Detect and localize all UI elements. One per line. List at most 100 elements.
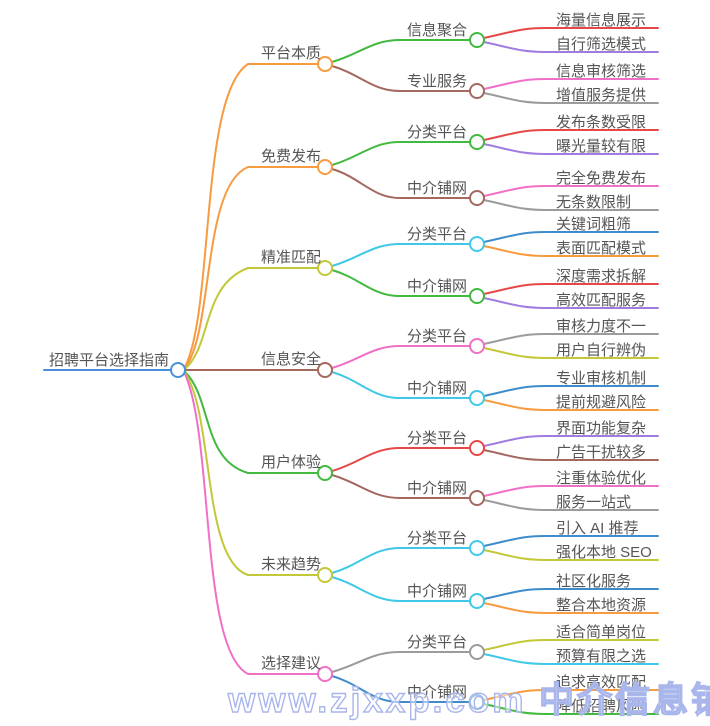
subnode-circle[interactable] bbox=[469, 288, 485, 304]
leaf-link bbox=[483, 185, 659, 197]
leaf-label[interactable]: 深度需求拆解 bbox=[556, 268, 646, 285]
subnode-circle[interactable] bbox=[469, 134, 485, 150]
leaf-label[interactable]: 表面匹配模式 bbox=[556, 240, 646, 257]
leaf-link bbox=[483, 27, 659, 39]
leaf-link bbox=[483, 653, 659, 665]
leaf-label[interactable]: 引入 AI 推荐 bbox=[556, 520, 639, 537]
branch-label[interactable]: 选择建议 bbox=[261, 655, 321, 672]
leaf-label[interactable]: 提前规避风险 bbox=[556, 394, 646, 411]
branch-link bbox=[184, 63, 319, 368]
branch-node-circle[interactable] bbox=[317, 465, 333, 481]
subnode-link bbox=[331, 547, 471, 574]
subnode-circle[interactable] bbox=[469, 440, 485, 456]
subnode-label[interactable]: 中介铺网 bbox=[407, 180, 467, 197]
branch-label[interactable]: 免费发布 bbox=[261, 148, 321, 165]
branch-node-circle[interactable] bbox=[317, 362, 333, 378]
subnode-link bbox=[331, 141, 471, 166]
leaf-label[interactable]: 高效匹配服务 bbox=[556, 292, 646, 309]
leaf-link bbox=[483, 78, 659, 90]
branch-node-circle[interactable] bbox=[317, 567, 333, 583]
branch-link bbox=[184, 267, 319, 370]
subnode-label[interactable]: 分类平台 bbox=[407, 530, 467, 547]
leaf-label[interactable]: 预算有限之选 bbox=[556, 647, 646, 665]
leaf-label[interactable]: 界面功能复杂 bbox=[556, 419, 646, 437]
subnode-circle[interactable] bbox=[469, 32, 485, 48]
subnode-label[interactable]: 中介铺网 bbox=[407, 583, 467, 600]
subnode-label[interactable]: 信息聚合 bbox=[407, 22, 467, 39]
leaf-label[interactable]: 海量信息展示 bbox=[556, 12, 646, 29]
subnode-circle[interactable] bbox=[469, 593, 485, 609]
leaf-label[interactable]: 完全免费发布 bbox=[556, 169, 646, 187]
branch-label[interactable]: 用户体验 bbox=[261, 454, 321, 471]
leaf-label[interactable]: 降低招聘风险 bbox=[556, 698, 646, 715]
subnode-label[interactable]: 中介铺网 bbox=[407, 684, 467, 701]
leaf-label[interactable]: 曝光量较有限 bbox=[556, 137, 646, 155]
subnode-circle[interactable] bbox=[469, 83, 485, 99]
branch-label[interactable]: 平台本质 bbox=[261, 45, 321, 62]
leaf-link bbox=[483, 449, 659, 461]
leaf-label[interactable]: 发布条数受限 bbox=[556, 114, 646, 131]
subnode-circle[interactable] bbox=[469, 490, 485, 506]
leaf-link bbox=[483, 703, 659, 715]
leaf-link bbox=[483, 245, 659, 257]
leaf-link bbox=[483, 143, 659, 155]
root-label[interactable]: 招聘平台选择指南 bbox=[49, 352, 169, 369]
branch-node-circle[interactable] bbox=[317, 159, 333, 175]
subnode-label[interactable]: 分类平台 bbox=[407, 430, 467, 447]
leaf-label[interactable]: 整合本地资源 bbox=[556, 597, 646, 614]
leaf-link bbox=[483, 435, 659, 447]
leaf-label[interactable]: 适合简单岗位 bbox=[556, 624, 646, 641]
root-node-circle[interactable] bbox=[170, 362, 186, 378]
branch-link bbox=[184, 372, 319, 576]
subnode-label[interactable]: 分类平台 bbox=[407, 634, 467, 651]
subnode-circle[interactable] bbox=[469, 236, 485, 252]
leaf-label[interactable]: 自行筛选模式 bbox=[556, 36, 646, 53]
subnode-label[interactable]: 中介铺网 bbox=[407, 480, 467, 497]
subnode-circle[interactable] bbox=[469, 390, 485, 406]
nodes bbox=[170, 32, 485, 710]
subnode-circle[interactable] bbox=[469, 540, 485, 556]
subnode-link bbox=[331, 474, 471, 499]
branch-node-circle[interactable] bbox=[317, 666, 333, 682]
subnode-circle[interactable] bbox=[469, 190, 485, 206]
leaf-label[interactable]: 增值服务提供 bbox=[556, 87, 646, 104]
leaf-label[interactable]: 追求高效匹配 bbox=[556, 674, 646, 691]
subnode-label[interactable]: 中介铺网 bbox=[407, 380, 467, 397]
branch-label[interactable]: 精准匹配 bbox=[261, 249, 321, 266]
leaf-link bbox=[483, 297, 659, 309]
leaf-label[interactable]: 关键词粗筛 bbox=[556, 216, 631, 233]
leaf-label[interactable]: 广告干扰较多 bbox=[556, 443, 646, 461]
leaf-label[interactable]: 注重体验优化 bbox=[556, 470, 646, 487]
leaf-label[interactable]: 专业审核机制 bbox=[556, 370, 646, 387]
leaf-label[interactable]: 审核力度不一 bbox=[556, 318, 646, 335]
branch-label[interactable]: 信息安全 bbox=[261, 350, 321, 368]
leaf-label[interactable]: 无条数限制 bbox=[556, 194, 631, 211]
subnode-label[interactable]: 专业服务 bbox=[407, 73, 467, 90]
subnode-circle[interactable] bbox=[469, 644, 485, 660]
subnode-label[interactable]: 中介铺网 bbox=[407, 278, 467, 295]
subnode-link bbox=[331, 39, 471, 63]
subnode-label[interactable]: 分类平台 bbox=[407, 328, 467, 345]
leaf-label[interactable]: 信息审核筛选 bbox=[556, 63, 646, 80]
subnode-circle[interactable] bbox=[469, 694, 485, 710]
leaf-link bbox=[483, 199, 659, 211]
subnode-link bbox=[331, 651, 471, 673]
subnode-link bbox=[331, 243, 471, 267]
subnode-label[interactable]: 分类平台 bbox=[407, 124, 467, 141]
leaf-link bbox=[483, 535, 659, 547]
subnode-circle[interactable] bbox=[469, 338, 485, 354]
leaf-link bbox=[483, 689, 659, 701]
leaf-label[interactable]: 服务一站式 bbox=[556, 494, 631, 511]
branch-node-circle[interactable] bbox=[317, 56, 333, 72]
subnode-label[interactable]: 分类平台 bbox=[407, 226, 467, 243]
subnode-link bbox=[331, 65, 471, 92]
leaf-label[interactable]: 强化本地 SEO bbox=[556, 544, 652, 561]
branch-node-circle[interactable] bbox=[317, 260, 333, 276]
branch-link bbox=[184, 166, 319, 369]
subnode-link bbox=[331, 269, 471, 297]
leaf-link bbox=[483, 333, 659, 345]
leaf-label[interactable]: 用户自行辨伪 bbox=[556, 342, 646, 359]
branch-label[interactable]: 未来趋势 bbox=[261, 556, 321, 573]
leaf-label[interactable]: 社区化服务 bbox=[556, 573, 631, 590]
leaf-link bbox=[483, 385, 659, 397]
